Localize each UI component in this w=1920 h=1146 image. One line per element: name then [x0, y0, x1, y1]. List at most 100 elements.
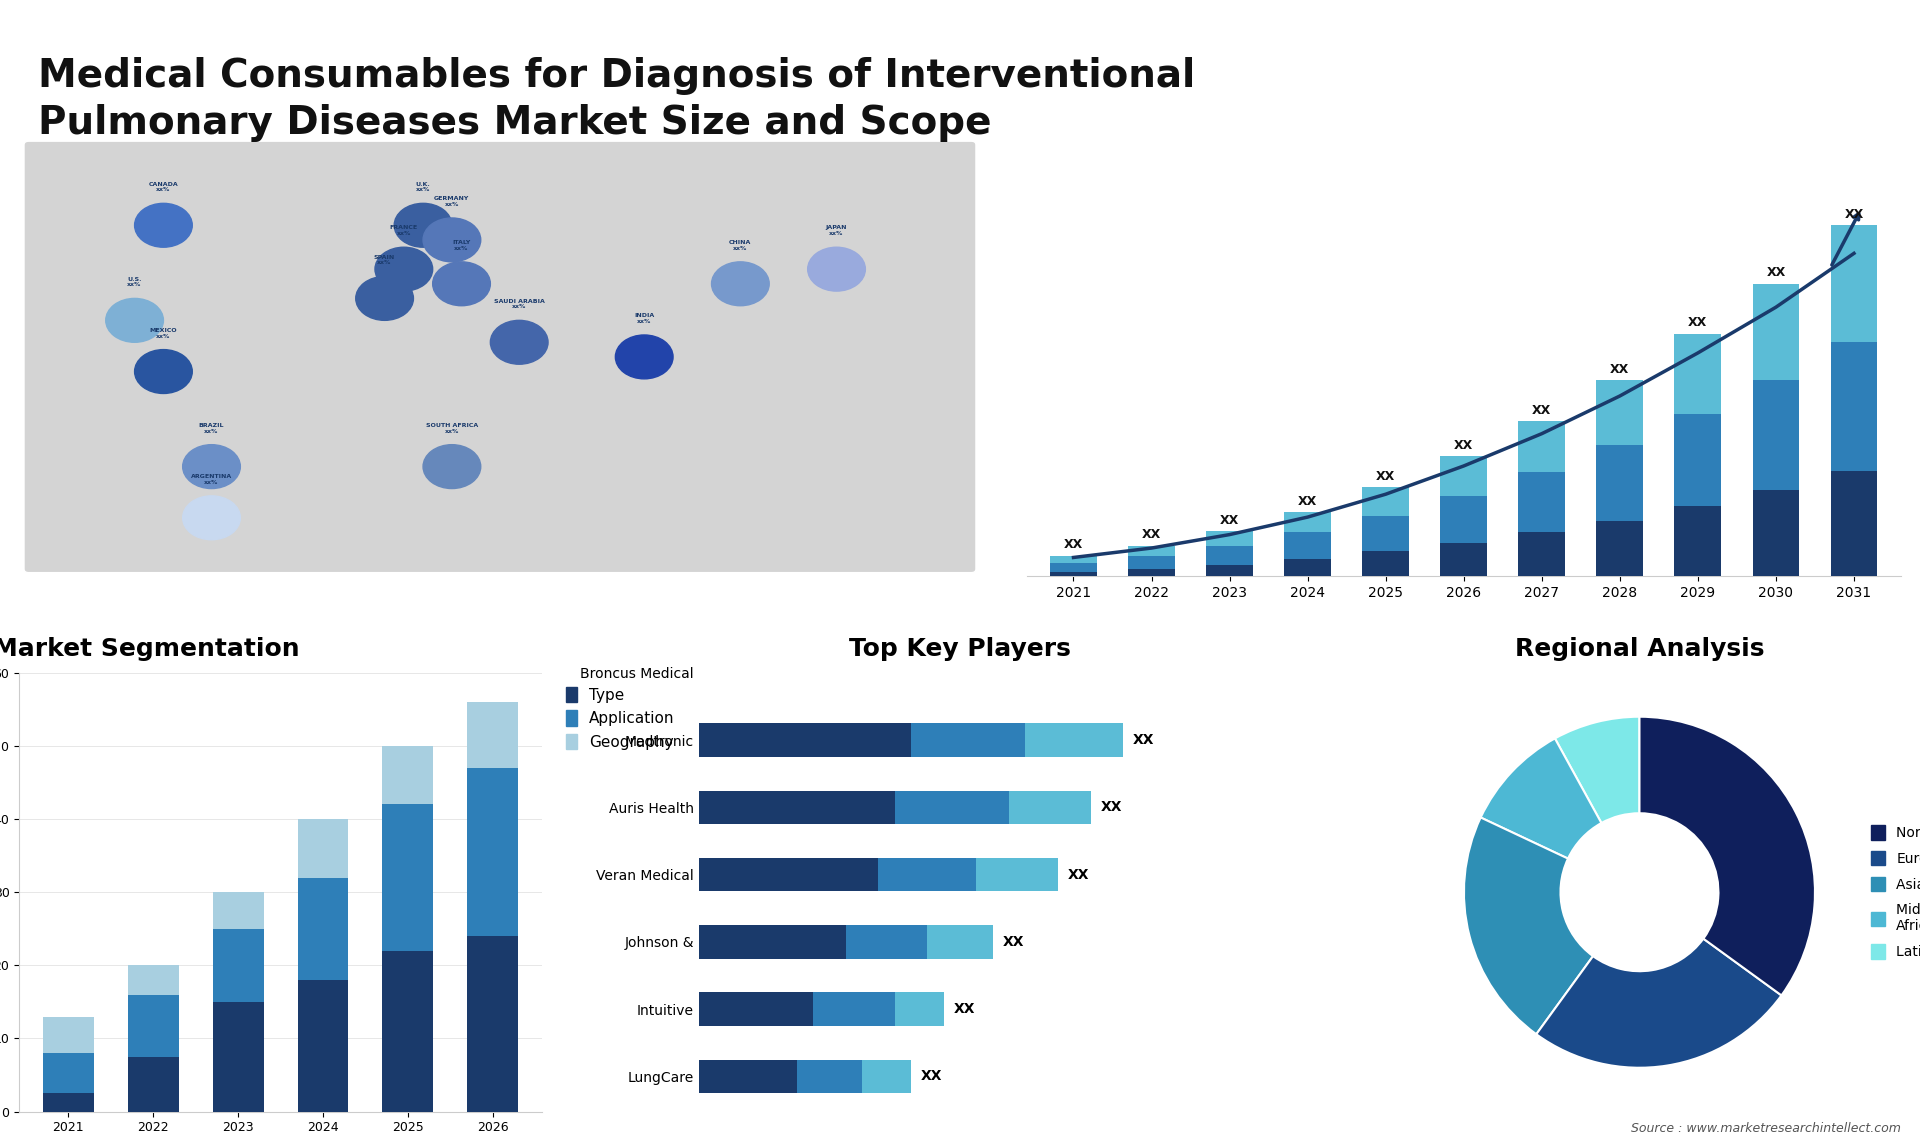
Bar — [977, 857, 1058, 892]
Text: XX: XX — [1068, 868, 1089, 881]
Text: MEXICO
xx%: MEXICO xx% — [150, 328, 177, 338]
Text: XX: XX — [1142, 528, 1162, 541]
Circle shape — [182, 496, 240, 540]
Bar — [42, 1093, 94, 1112]
Bar — [1025, 723, 1123, 756]
Bar — [699, 1060, 797, 1093]
Text: XX: XX — [1845, 207, 1864, 221]
Text: ITALY
xx%: ITALY xx% — [453, 240, 470, 251]
Text: Market Segmentation: Market Segmentation — [0, 637, 300, 661]
Wedge shape — [1463, 817, 1594, 1034]
Circle shape — [182, 445, 240, 488]
Text: U.S.
xx%: U.S. xx% — [127, 276, 142, 288]
Circle shape — [808, 248, 866, 291]
Bar — [1129, 570, 1175, 576]
Bar — [1674, 507, 1722, 576]
Bar — [1440, 543, 1488, 576]
Text: XX: XX — [1298, 495, 1317, 508]
Text: XX: XX — [1219, 513, 1238, 526]
Text: XX: XX — [1766, 266, 1786, 280]
Circle shape — [616, 335, 674, 379]
Text: SAUDI ARABIA
xx%: SAUDI ARABIA xx% — [493, 299, 545, 309]
Bar — [382, 951, 434, 1112]
Bar — [812, 992, 895, 1026]
Bar — [895, 791, 1010, 824]
Bar — [129, 965, 179, 995]
Bar — [129, 1057, 179, 1112]
Circle shape — [106, 298, 163, 343]
Bar — [1206, 565, 1254, 576]
Bar — [42, 1017, 94, 1053]
Bar — [213, 928, 263, 1002]
Bar — [1363, 551, 1409, 576]
Bar — [1596, 520, 1644, 576]
Bar — [1284, 559, 1331, 576]
Text: SOUTH AFRICA
xx%: SOUTH AFRICA xx% — [426, 423, 478, 433]
Bar — [467, 702, 518, 768]
Bar — [213, 893, 263, 928]
Circle shape — [712, 261, 770, 306]
Text: XX: XX — [1002, 935, 1023, 949]
Bar — [1129, 556, 1175, 570]
Circle shape — [134, 203, 192, 248]
Bar — [1363, 487, 1409, 517]
Circle shape — [374, 248, 432, 291]
Bar — [1050, 563, 1096, 572]
Bar — [1753, 284, 1799, 380]
Title: Top Key Players: Top Key Players — [849, 637, 1071, 661]
Text: INDIA
xx%: INDIA xx% — [634, 313, 655, 324]
Bar — [699, 791, 895, 824]
Bar — [213, 1002, 263, 1112]
Bar — [845, 925, 927, 959]
Bar — [1206, 545, 1254, 565]
Bar — [699, 857, 877, 892]
Bar — [862, 1060, 910, 1093]
Text: BRAZIL
xx%: BRAZIL xx% — [200, 423, 225, 433]
Text: FRANCE
xx%: FRANCE xx% — [390, 226, 419, 236]
Bar — [1830, 471, 1878, 576]
Legend: North America, Europe, Asia Pacific, Middle East &
Africa, Latin America: North America, Europe, Asia Pacific, Mid… — [1866, 819, 1920, 965]
Text: CANADA
xx%: CANADA xx% — [148, 181, 179, 193]
Text: Source : www.marketresearchintellect.com: Source : www.marketresearchintellect.com — [1630, 1122, 1901, 1135]
Text: XX: XX — [954, 1002, 975, 1017]
Text: XX: XX — [1064, 539, 1083, 551]
Bar — [298, 878, 348, 980]
Bar — [1440, 456, 1488, 496]
Text: XX: XX — [1100, 800, 1121, 815]
Text: ARGENTINA
xx%: ARGENTINA xx% — [190, 474, 232, 485]
Bar — [1440, 496, 1488, 543]
Text: XX: XX — [1611, 363, 1630, 376]
Bar — [877, 857, 977, 892]
Text: U.K.
xx%: U.K. xx% — [417, 181, 430, 193]
Bar — [1363, 517, 1409, 551]
Bar — [467, 936, 518, 1112]
Wedge shape — [1536, 939, 1782, 1068]
Bar — [797, 1060, 862, 1093]
Bar — [1050, 572, 1096, 576]
Bar — [1674, 333, 1722, 414]
Bar — [699, 992, 812, 1026]
Legend: Type, Application, Geography: Type, Application, Geography — [561, 681, 680, 756]
Bar — [1519, 472, 1565, 533]
Bar — [1753, 490, 1799, 576]
Circle shape — [394, 203, 451, 248]
Bar — [129, 995, 179, 1057]
Bar — [298, 819, 348, 878]
Bar — [1010, 791, 1091, 824]
Bar — [467, 768, 518, 936]
Bar — [382, 804, 434, 951]
Text: XX: XX — [1532, 403, 1551, 417]
Bar — [1596, 380, 1644, 445]
Text: XX: XX — [1453, 439, 1473, 452]
Text: GERMANY
xx%: GERMANY xx% — [434, 196, 470, 207]
Bar — [927, 925, 993, 959]
Bar — [1519, 422, 1565, 472]
Title: Regional Analysis: Regional Analysis — [1515, 637, 1764, 661]
Circle shape — [134, 350, 192, 393]
Bar — [1519, 533, 1565, 576]
Bar — [382, 746, 434, 804]
Circle shape — [490, 321, 547, 364]
Bar — [699, 925, 845, 959]
Text: JAPAN
xx%: JAPAN xx% — [826, 226, 847, 236]
Circle shape — [422, 218, 480, 261]
